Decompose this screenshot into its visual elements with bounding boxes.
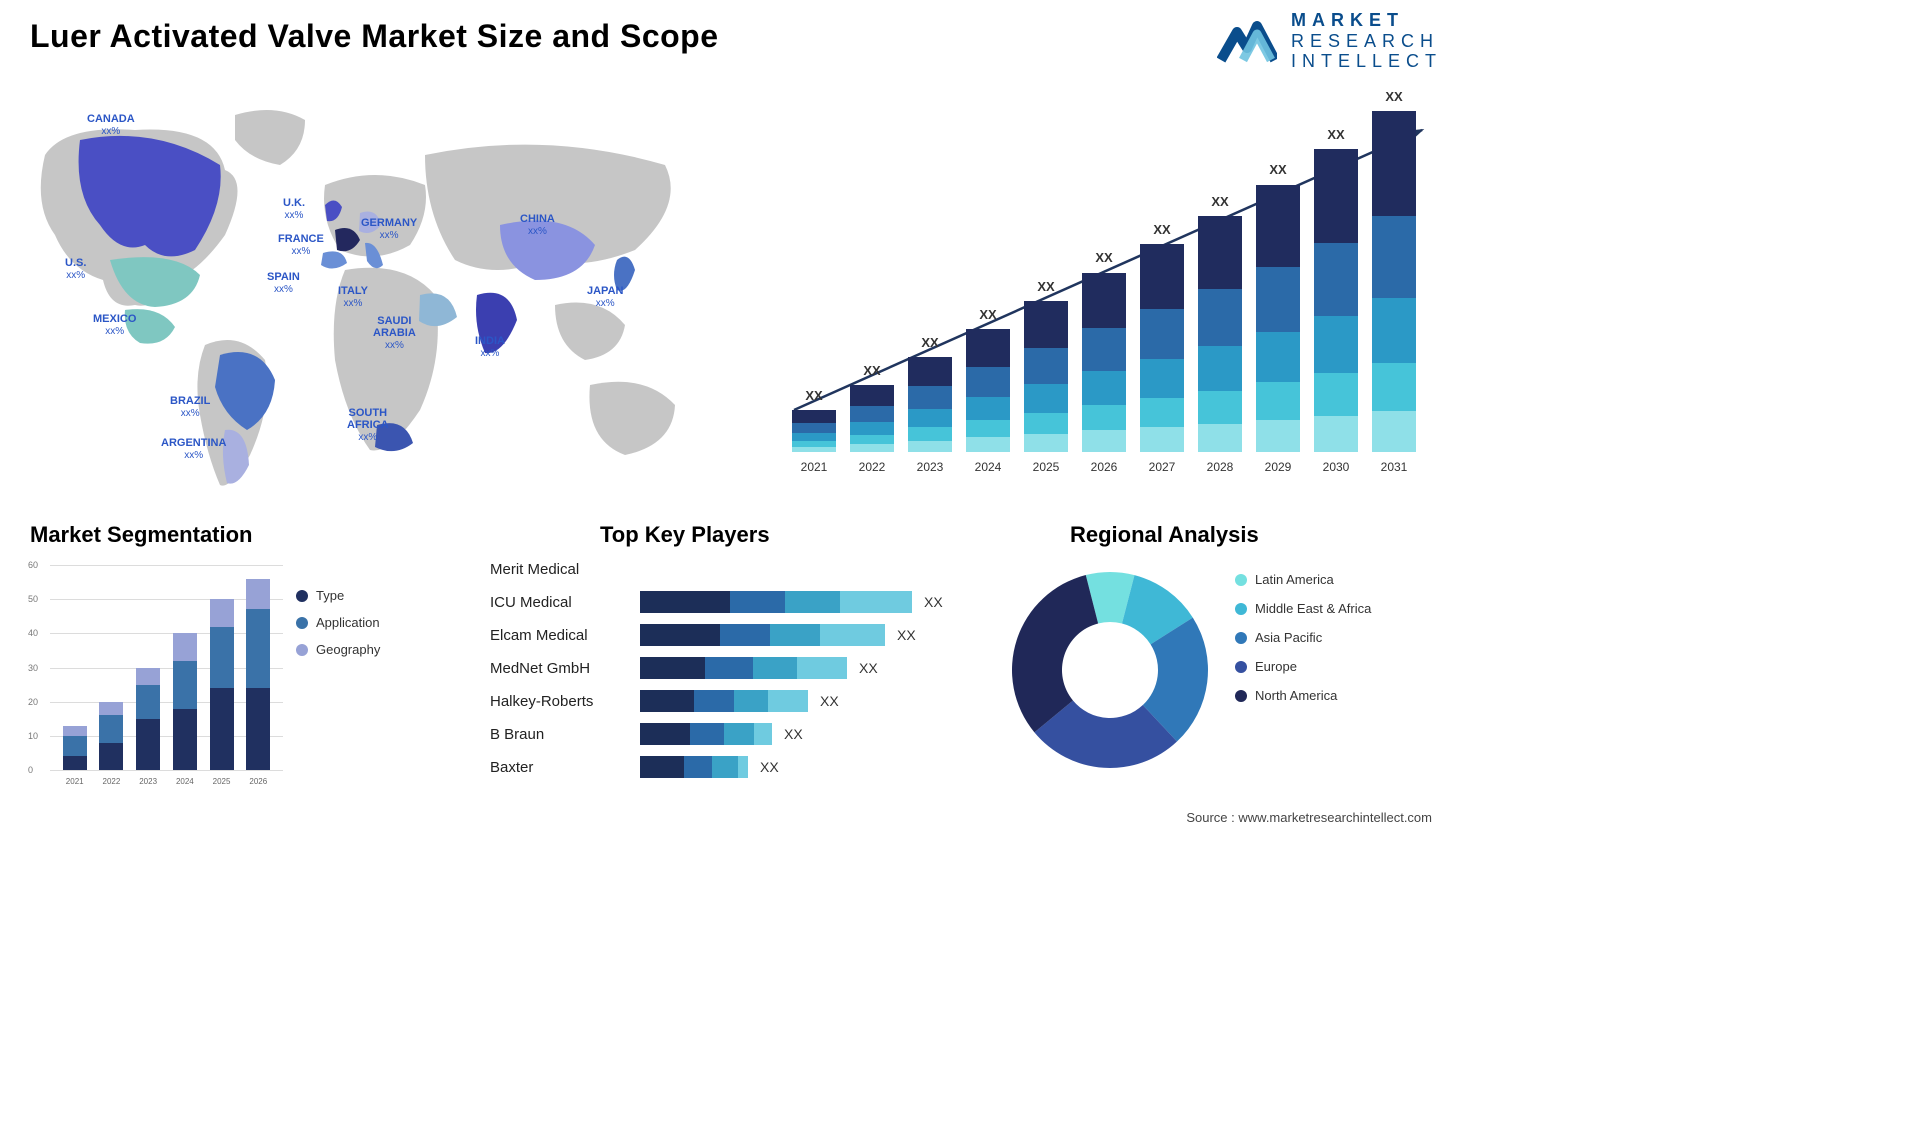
main-bar-2026: 2026XX (1082, 272, 1126, 452)
logo-line-1: MARKET (1291, 10, 1442, 31)
map-label-brazil: BRAZILxx% (170, 395, 210, 419)
main-bar-2030: 2030XX (1314, 149, 1358, 452)
region-legend-asia-pacific: Asia Pacific (1235, 630, 1371, 645)
segmentation-legend: Type Application Geography (296, 588, 426, 669)
seg-legend-geography: Geography (296, 642, 426, 657)
main-bar-2024: 2024XX (966, 329, 1010, 452)
seg-bar-2026: 2026 (246, 579, 270, 770)
donut-slice-north-america (1012, 575, 1098, 732)
map-label-france: FRANCExx% (278, 233, 324, 257)
main-bar-2025: 2025XX (1024, 301, 1068, 452)
source-credit: Source : www.marketresearchintellect.com (1186, 810, 1432, 825)
main-stacked-bar-chart: 2021XX 2022XX 2023XX 2024XX 2025XX 2026XX 2027… (782, 100, 1432, 480)
regional-legend: Latin America Middle East & Africa Asia Pa… (1235, 572, 1371, 717)
region-legend-europe: Europe (1235, 659, 1371, 674)
segmentation-title: Market Segmentation (30, 522, 253, 548)
map-label-germany: GERMANYxx% (361, 217, 417, 241)
seg-bar-2025: 2025 (210, 599, 234, 770)
map-label-china: CHINAxx% (520, 213, 555, 237)
map-label-mexico: MEXICOxx% (93, 313, 136, 337)
main-bar-2021: 2021XX (792, 410, 836, 452)
brand-logo: MARKET RESEARCH INTELLECT (1217, 10, 1442, 72)
key-players-title: Top Key Players (600, 522, 770, 548)
map-label-canada: CANADAxx% (87, 113, 135, 137)
map-label-saudi-arabia: SAUDIARABIAxx% (373, 315, 416, 351)
main-bar-2031: 2031XX (1372, 111, 1416, 452)
map-label-u.k.: U.K.xx% (283, 197, 305, 221)
map-label-u.s.: U.S.xx% (65, 257, 86, 281)
map-label-argentina: ARGENTINAxx% (161, 437, 226, 461)
logo-icon (1217, 14, 1277, 68)
segmentation-chart: 0102030405060202120222023202420252026 (28, 560, 283, 790)
key-players-chart: Merit Medical ICU MedicalXX Elcam MedicalX… (490, 556, 970, 796)
kp-row-mednet-gmbh: MedNet GmbHXX (490, 655, 970, 681)
regional-donut: Latin America Middle East & Africa Asia Pa… (1005, 562, 1435, 792)
main-bar-2027: 2027XX (1140, 244, 1184, 452)
kp-row-halkey-roberts: Halkey-RobertsXX (490, 688, 970, 714)
map-label-italy: ITALYxx% (338, 285, 368, 309)
seg-legend-type: Type (296, 588, 426, 603)
main-bar-2023: 2023XX (908, 357, 952, 452)
kp-row-merit-medical: Merit Medical (490, 556, 970, 582)
map-label-japan: JAPANxx% (587, 285, 623, 309)
seg-bar-2024: 2024 (173, 633, 197, 770)
world-map: CANADAxx% U.S.xx% MEXICOxx% BRAZILxx% ARGENT… (25, 95, 705, 495)
seg-bar-2021: 2021 (63, 726, 87, 770)
page-title: Luer Activated Valve Market Size and Sco… (30, 18, 719, 55)
main-bar-2029: 2029XX (1256, 184, 1300, 452)
region-legend-north-america: North America (1235, 688, 1371, 703)
kp-row-elcam-medical: Elcam MedicalXX (490, 622, 970, 648)
seg-legend-application: Application (296, 615, 426, 630)
regional-title: Regional Analysis (1070, 522, 1259, 548)
main-bar-2022: 2022XX (850, 385, 894, 452)
kp-row-icu-medical: ICU MedicalXX (490, 589, 970, 615)
main-bar-2028: 2028XX (1198, 216, 1242, 452)
map-label-india: INDIAxx% (475, 335, 505, 359)
region-legend-latin-america: Latin America (1235, 572, 1371, 587)
kp-row-b-braun: B BraunXX (490, 721, 970, 747)
logo-line-2: RESEARCH (1291, 31, 1442, 52)
seg-bar-2023: 2023 (136, 668, 160, 771)
map-label-spain: SPAINxx% (267, 271, 300, 295)
region-legend-middle-east-africa: Middle East & Africa (1235, 601, 1371, 616)
kp-row-baxter: BaxterXX (490, 754, 970, 780)
logo-line-3: INTELLECT (1291, 51, 1442, 72)
map-label-south-africa: SOUTHAFRICAxx% (347, 407, 389, 443)
seg-bar-2022: 2022 (99, 702, 123, 770)
